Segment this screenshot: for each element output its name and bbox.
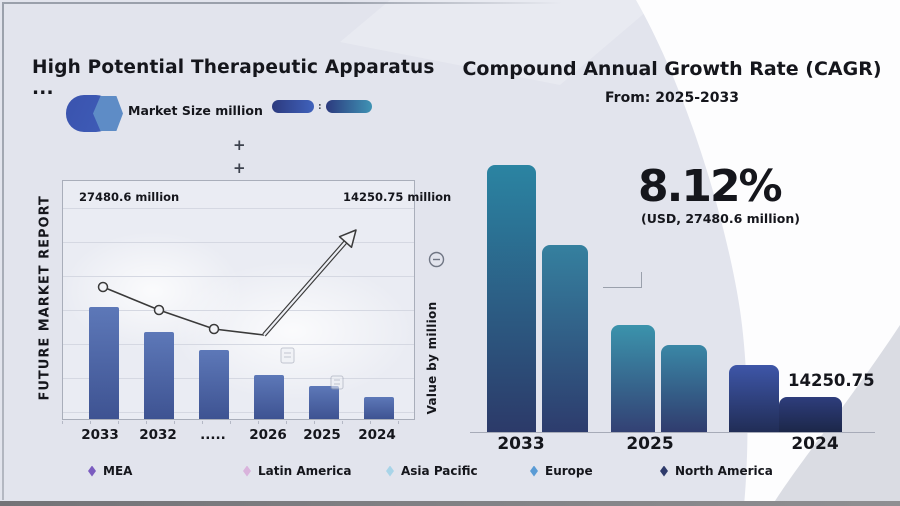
start-value-label: 27480.6 million — [79, 190, 180, 204]
gridlines — [63, 208, 414, 414]
legend-label: North America — [675, 464, 773, 478]
diamond-icon — [88, 465, 96, 477]
page-title: High Potential Therapeutic Apparatus ... — [32, 57, 435, 99]
legend-label: Europe — [545, 464, 593, 478]
cagr-bar-0 — [487, 165, 536, 432]
cagr-bar-1 — [542, 245, 588, 432]
zoom-out-icon — [428, 251, 445, 268]
cagr-x-label-2024: 2024 — [791, 434, 839, 454]
legend-item-latin-america: Latin America — [243, 464, 352, 478]
cagr-chart: 2033 2025 2024 — [460, 130, 875, 454]
cagr-bar-2 — [611, 325, 655, 432]
ratio-pills: : — [272, 100, 372, 113]
frame-top-border — [2, 2, 562, 4]
cagr-x-label-2033: 2033 — [497, 434, 545, 454]
market-size-bar-2026 — [254, 375, 284, 419]
metric-label: Market Size million — [128, 103, 263, 118]
cagr-bar-3 — [661, 345, 707, 432]
market-size-bar-2032 — [144, 332, 174, 419]
market-size-bar-2033 — [89, 307, 119, 419]
diamond-icon — [243, 465, 251, 477]
axis-minor-ticks — [62, 421, 415, 424]
diamond-icon — [530, 465, 538, 477]
legend-item-mea: MEA — [88, 464, 132, 478]
cagr-note: (USD, 27480.6 million) — [641, 211, 800, 226]
market-size-bar-2025 — [309, 386, 339, 419]
market-size-chart-panel — [62, 180, 415, 420]
market-size-bar-..... — [199, 350, 229, 419]
hexagon-face — [93, 96, 123, 131]
plus-decoration-bottom: + — [233, 159, 246, 177]
x-label-2026: 2026 — [249, 427, 287, 443]
x-axis-line — [470, 432, 875, 433]
x-label-dots: ..... — [200, 427, 226, 443]
x-label-2032: 2032 — [139, 427, 177, 443]
legend-item-north-america: North America — [660, 464, 773, 478]
diamond-icon — [386, 465, 394, 477]
plus-decoration-top: + — [233, 136, 246, 154]
ratio-pill-left — [272, 100, 314, 113]
x-label-2024: 2024 — [358, 427, 396, 443]
legend-item-europe: Europe — [530, 464, 593, 478]
legend-label: Latin America — [258, 464, 352, 478]
ratio-pill-right — [325, 100, 372, 113]
cagr-bar-5 — [779, 397, 842, 432]
step-bracket-decoration — [603, 272, 642, 288]
cagr-bar-4 — [729, 365, 779, 432]
end-value-label: 14250.75 million — [343, 190, 452, 204]
market-size-icon — [66, 95, 124, 132]
cagr-title: Compound Annual Growth Rate (CAGR) — [462, 58, 882, 80]
cagr-value: 8.12% — [638, 161, 783, 212]
x-label-2025: 2025 — [303, 427, 341, 443]
vertical-watermark: FUTURE MARKET REPORT — [37, 195, 53, 401]
legend-label: MEA — [103, 464, 133, 478]
frame-left-border — [2, 2, 4, 500]
cagr-x-label-2025: 2025 — [626, 434, 674, 454]
legend-item-asia-pacific: Asia Pacific — [386, 464, 478, 478]
frame-bottom-border — [0, 501, 900, 506]
cagr-end-value: 14250.75 — [788, 371, 875, 390]
diamond-icon — [660, 465, 668, 477]
y-axis-label: Value by million — [425, 301, 439, 415]
market-size-bar-2024 — [364, 397, 394, 419]
trendline-overlay — [97, 229, 357, 390]
cagr-subtitle: From: 2025-2033 — [605, 90, 739, 106]
x-label-2033: 2033 — [81, 427, 119, 443]
ratio-separator: : — [318, 101, 322, 112]
legend-label: Asia Pacific — [401, 464, 478, 478]
